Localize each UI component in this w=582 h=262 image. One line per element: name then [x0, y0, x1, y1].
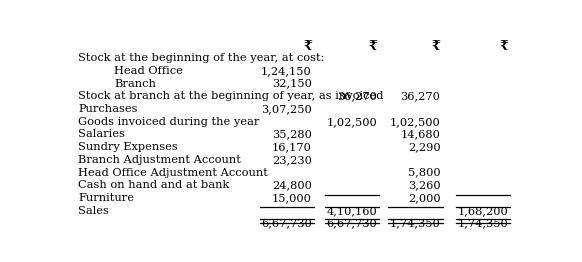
Text: Branch Adjustment Account: Branch Adjustment Account: [78, 155, 241, 165]
Text: 1,74,350: 1,74,350: [389, 219, 441, 228]
Text: 1,68,200: 1,68,200: [457, 206, 508, 216]
Text: 4,10,160: 4,10,160: [327, 206, 377, 216]
Text: 6,67,730: 6,67,730: [261, 219, 312, 228]
Text: 36,270: 36,270: [400, 91, 441, 101]
Text: Furniture: Furniture: [78, 193, 134, 203]
Text: Head Office Adjustment Account: Head Office Adjustment Account: [78, 168, 268, 178]
Text: 24,800: 24,800: [272, 180, 312, 190]
Text: 16,170: 16,170: [272, 142, 312, 152]
Text: 1,24,150: 1,24,150: [261, 66, 312, 76]
Text: 1,02,500: 1,02,500: [389, 117, 441, 127]
Text: 1,02,500: 1,02,500: [327, 117, 377, 127]
Text: Sales: Sales: [78, 206, 109, 216]
Text: Sundry Expenses: Sundry Expenses: [78, 142, 178, 152]
Text: 2,290: 2,290: [408, 142, 441, 152]
Text: ₹: ₹: [368, 41, 377, 53]
Text: 15,000: 15,000: [272, 193, 312, 203]
Text: 3,07,250: 3,07,250: [261, 104, 312, 114]
Text: ₹: ₹: [303, 41, 312, 53]
Text: 1,74,350: 1,74,350: [457, 219, 508, 228]
Text: 3,260: 3,260: [408, 180, 441, 190]
Text: Branch: Branch: [114, 79, 156, 89]
Text: Purchases: Purchases: [78, 104, 138, 114]
Text: 6,67,730: 6,67,730: [327, 219, 377, 228]
Text: 35,280: 35,280: [272, 129, 312, 139]
Text: 2,000: 2,000: [408, 193, 441, 203]
Text: 36,270: 36,270: [338, 91, 377, 101]
Text: ₹: ₹: [499, 41, 508, 53]
Text: 14,680: 14,680: [400, 129, 441, 139]
Text: Cash on hand and at bank: Cash on hand and at bank: [78, 180, 229, 190]
Text: 32,150: 32,150: [272, 79, 312, 89]
Text: ₹: ₹: [431, 41, 441, 53]
Text: Stock at the beginning of the year, at cost:: Stock at the beginning of the year, at c…: [78, 53, 325, 63]
Text: 5,800: 5,800: [408, 168, 441, 178]
Text: Stock at branch at the beginning of year, as invoiced: Stock at branch at the beginning of year…: [78, 91, 384, 101]
Text: Goods invoiced during the year: Goods invoiced during the year: [78, 117, 260, 127]
Text: 23,230: 23,230: [272, 155, 312, 165]
Text: Head Office: Head Office: [114, 66, 183, 76]
Text: Salaries: Salaries: [78, 129, 125, 139]
